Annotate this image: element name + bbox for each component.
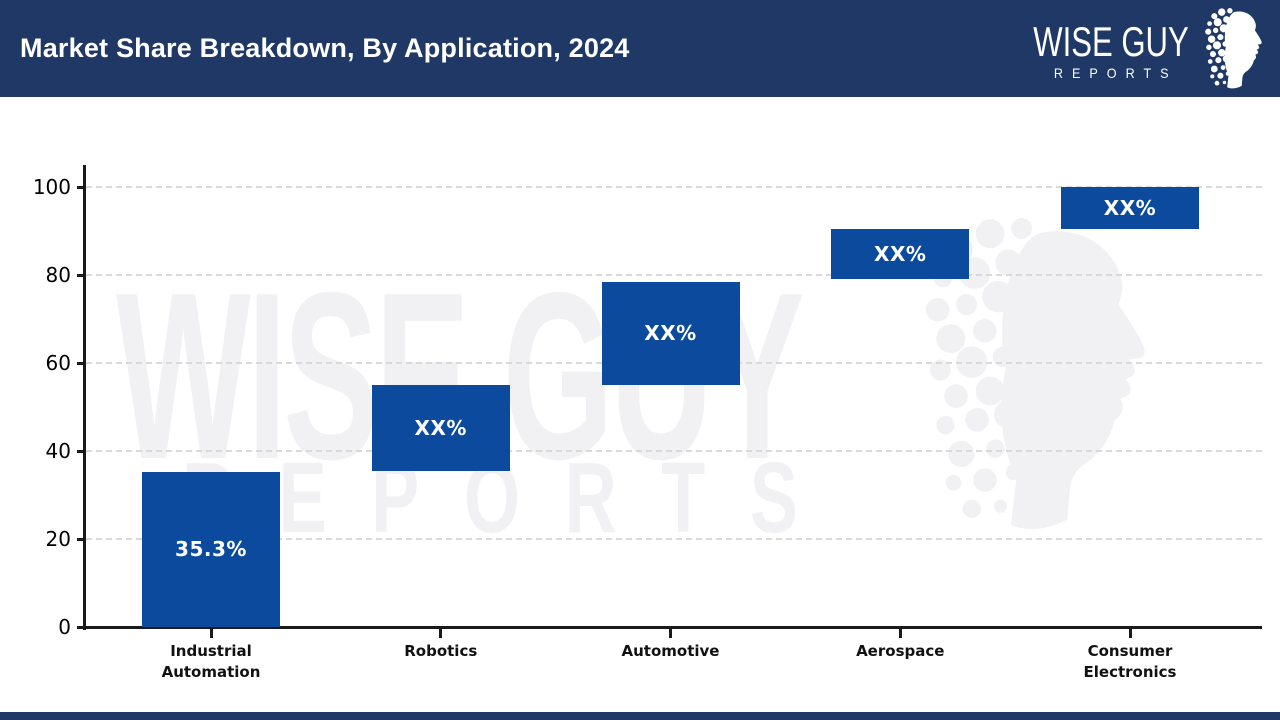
y-axis-tick-100	[77, 186, 86, 189]
category-label-4: Consumer Electronics	[1083, 642, 1177, 681]
y-axis-label-80: 80	[45, 263, 71, 287]
bar-value-label-3: XX%	[874, 242, 927, 267]
y-axis-label-60: 60	[45, 351, 71, 375]
header-bar: Market Share Breakdown, By Application, …	[0, 0, 1280, 97]
logo-text: WISE GUY REPORTS	[1006, 17, 1216, 81]
y-axis-label-100: 100	[32, 175, 71, 199]
x-axis-tick-4	[1128, 629, 1132, 638]
logo-name: WISE GUY	[1033, 17, 1189, 65]
y-axis-tick-40	[77, 450, 86, 453]
y-axis-tick-60	[77, 362, 86, 365]
y-axis-tick-80	[77, 274, 86, 277]
x-axis-tick-0	[209, 629, 213, 638]
x-axis-tick-3	[898, 629, 902, 638]
bar-2: XX%	[601, 281, 740, 385]
logo-subtitle: REPORTS	[1054, 64, 1178, 81]
bar-value-label-2: XX%	[644, 321, 697, 346]
y-axis-label-20: 20	[45, 527, 71, 551]
chart-title: Market Share Breakdown, By Application, …	[20, 33, 630, 63]
x-axis-tick-1	[439, 629, 443, 638]
y-axis-label-40: 40	[45, 439, 71, 463]
x-axis-tick-2	[669, 629, 672, 638]
gridline-y-80	[86, 274, 1262, 276]
y-axis-line	[83, 165, 86, 630]
category-label-2: Automotive	[621, 642, 720, 660]
bar-1: XX%	[371, 385, 510, 471]
y-axis-label-0: 0	[58, 615, 71, 639]
bar-value-label-4: XX%	[1103, 195, 1157, 220]
bar-3: XX%	[831, 228, 970, 280]
category-label-0: Industrial Automation	[161, 642, 261, 681]
bar-value-label-0: 35.3%	[175, 537, 247, 562]
gridline-y-40	[86, 450, 1262, 452]
category-label-1: Robotics	[404, 642, 478, 660]
category-label-3: Aerospace	[856, 642, 945, 660]
logo-head-icon	[1205, 8, 1262, 89]
bar-0: 35.3%	[142, 471, 280, 627]
bar-4: XX%	[1061, 187, 1199, 229]
y-axis-tick-20	[77, 538, 86, 541]
gridline-y-100	[86, 186, 1262, 188]
footer-bar	[0, 712, 1280, 720]
gridline-y-20	[86, 538, 1262, 540]
wise-guy-reports-logo: WISE GUY REPORTS	[1006, 4, 1272, 96]
y-axis-tick-0	[77, 626, 86, 629]
bar-value-label-1: XX%	[414, 415, 467, 440]
x-axis-line	[83, 626, 1262, 629]
